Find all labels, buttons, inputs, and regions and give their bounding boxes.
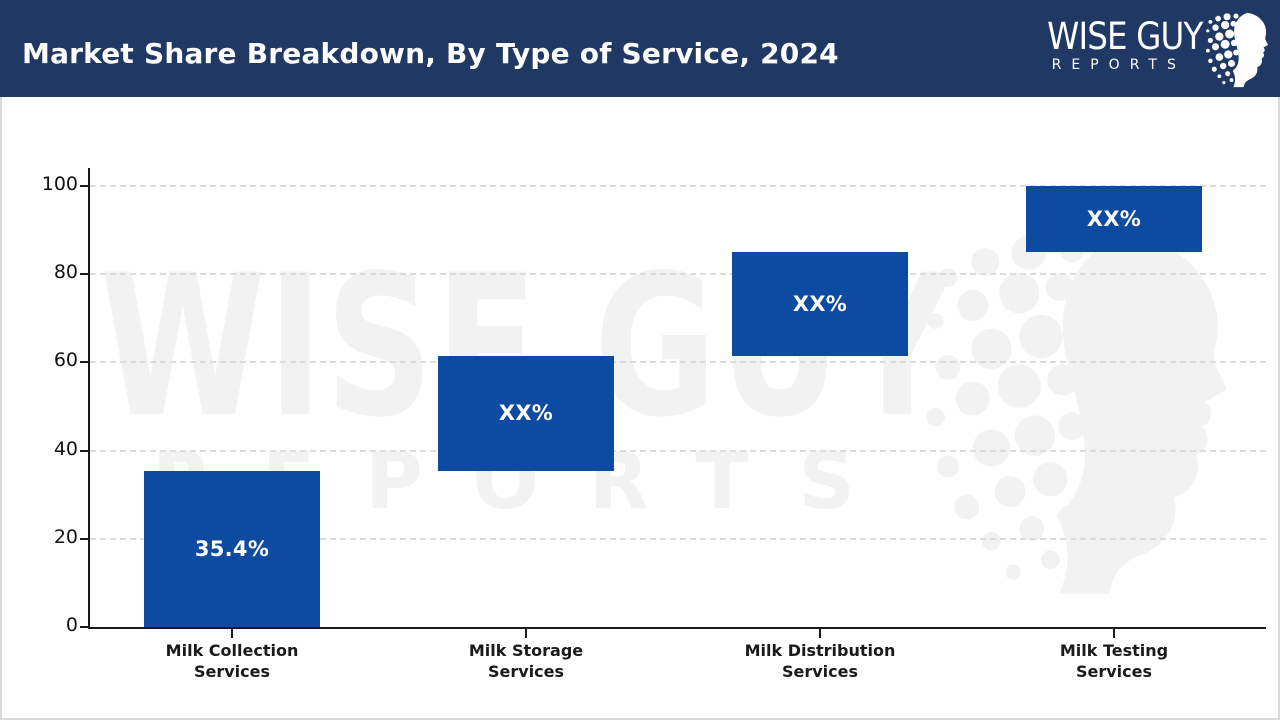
bar-value-label: XX% xyxy=(498,401,554,426)
wiseguy-logo: WISE GUY REPORTS xyxy=(1020,4,1270,94)
logo-wordmark: WISE GUY xyxy=(1046,15,1203,58)
x-tick-mark xyxy=(231,629,233,638)
x-category-label: Milk Collection Services xyxy=(165,641,299,681)
x-category-label: Milk Testing Services xyxy=(1059,641,1169,681)
bar-segment: 35.4% xyxy=(144,470,320,627)
bar-segment: XX% xyxy=(438,355,614,471)
y-tick-label: 60 xyxy=(53,349,78,372)
x-category-label: Milk Distribution Services xyxy=(744,641,896,681)
logo-text: WISE GUY REPORTS xyxy=(1026,15,1203,74)
y-tick-mark xyxy=(80,273,89,276)
y-tick-label: 20 xyxy=(53,525,78,548)
y-tick-label: 0 xyxy=(65,614,78,636)
x-tick-mark xyxy=(1113,629,1115,638)
bar-value-label: 35.4% xyxy=(194,536,270,561)
page-title: Market Share Breakdown, By Type of Servi… xyxy=(22,37,839,70)
y-tick-label: 80 xyxy=(53,261,78,284)
bar-value-label: XX% xyxy=(792,291,848,316)
bar-value-label: XX% xyxy=(1086,207,1142,232)
y-tick-label: 100 xyxy=(41,173,78,195)
x-axis-line xyxy=(88,627,1266,629)
y-tick-mark xyxy=(80,361,89,364)
gridline-80 xyxy=(90,273,1266,276)
y-tick-mark xyxy=(80,185,89,187)
gridline-20 xyxy=(90,537,1266,540)
y-tick-mark xyxy=(80,449,89,452)
gridline-40 xyxy=(90,449,1266,452)
y-axis-line xyxy=(88,168,90,629)
y-tick-mark xyxy=(80,626,89,628)
gridline-100 xyxy=(90,185,1266,187)
logo-subtext: REPORTS xyxy=(1051,57,1186,73)
bar-segment: XX% xyxy=(732,252,908,356)
y-tick-label: 40 xyxy=(53,437,78,460)
x-category-label: Milk Storage Services xyxy=(468,641,584,681)
gridline-60 xyxy=(90,361,1266,364)
y-tick-mark xyxy=(80,537,89,540)
header-band: Market Share Breakdown, By Type of Servi… xyxy=(0,0,1280,97)
x-tick-mark xyxy=(525,629,527,638)
bar-segment: XX% xyxy=(1026,186,1202,253)
x-tick-mark xyxy=(819,629,821,638)
